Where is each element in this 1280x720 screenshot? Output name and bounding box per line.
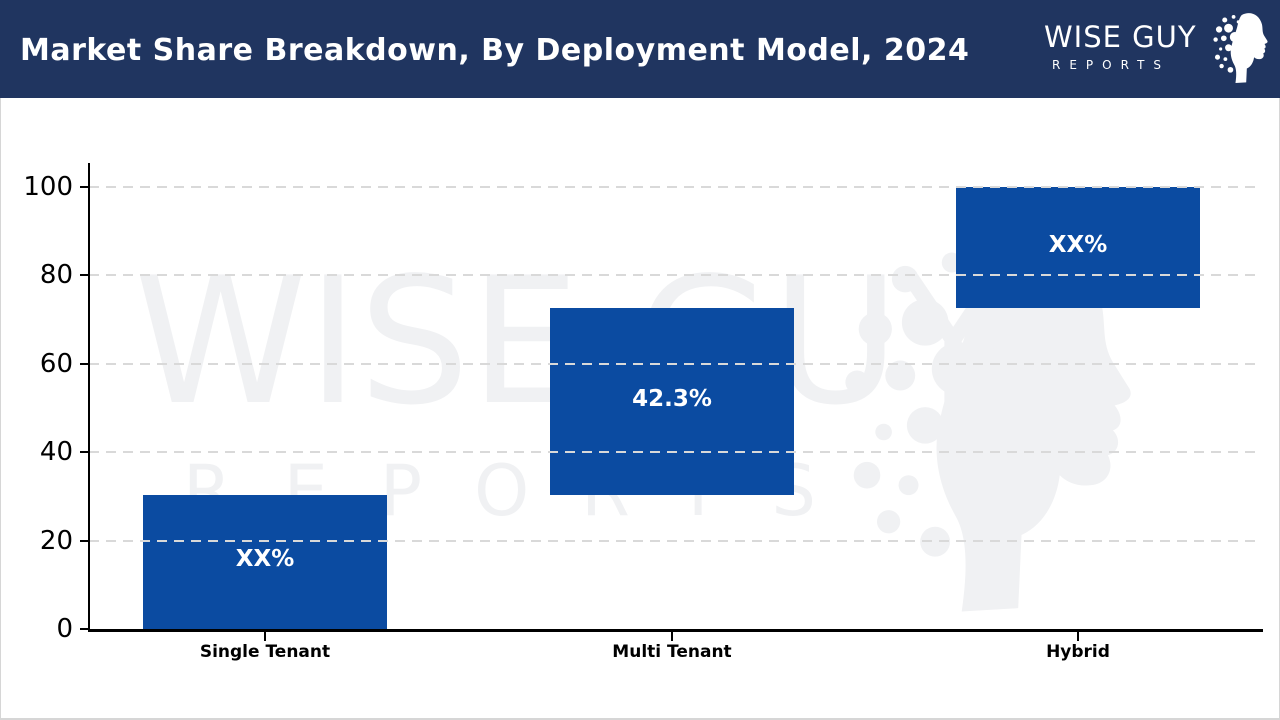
y-axis-line	[88, 163, 90, 632]
header-banner: Market Share Breakdown, By Deployment Mo…	[0, 0, 1280, 98]
x-axis-label: Single Tenant	[199, 642, 331, 662]
y-axis-tick	[80, 274, 88, 277]
x-axis-line	[89, 629, 1263, 632]
x-axis-label: Multi Tenant	[612, 642, 732, 662]
bar-chart: 0 20 40 60 80 100 XX% Single Tenant 42.3% Multi T…	[1, 98, 1279, 718]
bar-hybrid	[956, 187, 1200, 309]
gridline-20	[89, 539, 1256, 542]
bar-value-label: XX%	[1048, 231, 1108, 258]
chart-panel: WISE GUY REPORTS 0 20 40 60 80 100 XX% Single T…	[0, 98, 1280, 720]
y-axis-label: 0	[56, 614, 73, 644]
y-axis-tick	[80, 451, 88, 454]
logo-wordmark: WISE GUY	[1044, 20, 1197, 54]
y-axis-label: 60	[39, 348, 73, 379]
wiseguy-face-icon	[1213, 13, 1268, 84]
page-title: Market Share Breakdown, By Deployment Mo…	[20, 33, 970, 68]
y-axis-tick	[80, 539, 88, 542]
y-axis-label: 80	[39, 260, 73, 291]
x-axis-tick	[1077, 632, 1079, 641]
logo-subtext: REPORTS	[1052, 58, 1171, 72]
y-axis-tick	[80, 362, 88, 365]
wiseguy-logo: WISE GUY REPORTS	[1030, 6, 1270, 92]
y-axis-tick	[80, 186, 88, 188]
gridline-80	[89, 274, 1256, 277]
bar-multi-tenant	[550, 308, 794, 496]
bar-value-label: 42.3%	[632, 385, 712, 412]
gridline-60	[89, 362, 1256, 365]
bar-value-label: XX%	[235, 546, 295, 573]
gridline-100	[89, 186, 1256, 188]
y-axis-label: 100	[23, 172, 73, 202]
x-axis-label: Hybrid	[1046, 642, 1110, 662]
y-axis-tick	[80, 628, 88, 630]
bar-single-tenant	[143, 495, 387, 629]
gridline-40	[89, 451, 1256, 454]
x-axis-tick	[264, 632, 266, 641]
y-axis-label: 20	[39, 525, 73, 556]
y-axis-label: 40	[39, 437, 73, 468]
x-axis-tick	[671, 632, 673, 641]
